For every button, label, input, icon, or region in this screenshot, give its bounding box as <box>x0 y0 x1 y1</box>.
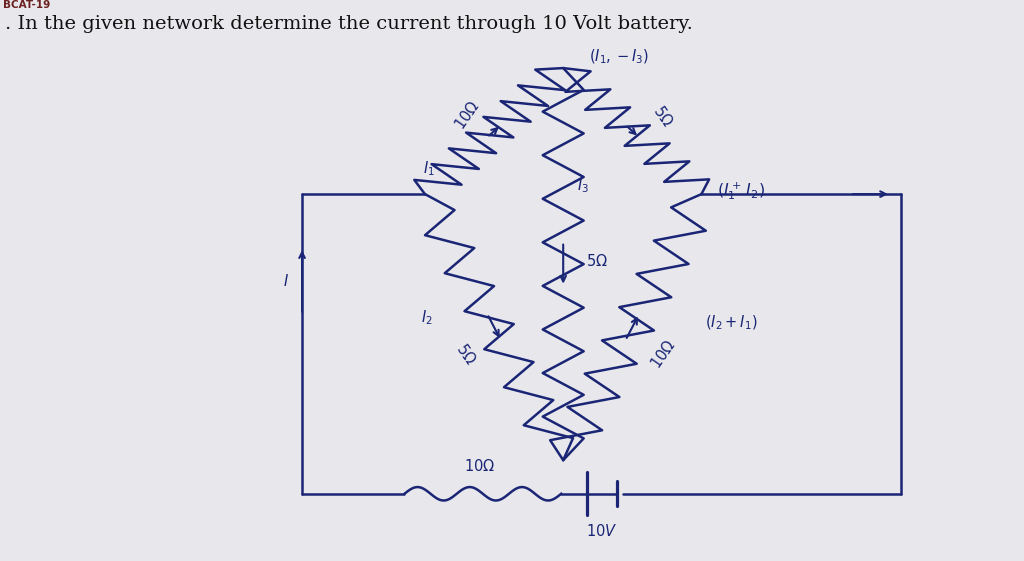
Text: $10V$: $10V$ <box>587 523 617 539</box>
Text: $5\Omega$: $5\Omega$ <box>586 254 607 269</box>
Text: $I_1$: $I_1$ <box>423 159 435 178</box>
Text: $10\Omega$: $10\Omega$ <box>648 337 679 371</box>
Text: $(I_1,-I_3)$: $(I_1,-I_3)$ <box>589 48 649 66</box>
Text: $10\Omega$: $10\Omega$ <box>452 98 482 133</box>
Text: BCAT-19: BCAT-19 <box>3 0 50 10</box>
Text: $5\Omega$: $5\Omega$ <box>649 102 676 129</box>
Text: $5\Omega$: $5\Omega$ <box>453 340 479 367</box>
Text: $I_3$: $I_3$ <box>577 176 589 195</box>
Text: $I$: $I$ <box>283 273 289 289</box>
Text: $I_2$: $I_2$ <box>422 308 433 327</box>
Text: $(I_2+I_1)$: $(I_2+I_1)$ <box>705 314 757 332</box>
Text: $(I_1^+\, I_2)$: $(I_1^+\, I_2)$ <box>717 181 765 202</box>
Text: $10\Omega$: $10\Omega$ <box>464 458 495 474</box>
Text: . In the given network determine the current through 10 Volt battery.: . In the given network determine the cur… <box>5 15 693 33</box>
